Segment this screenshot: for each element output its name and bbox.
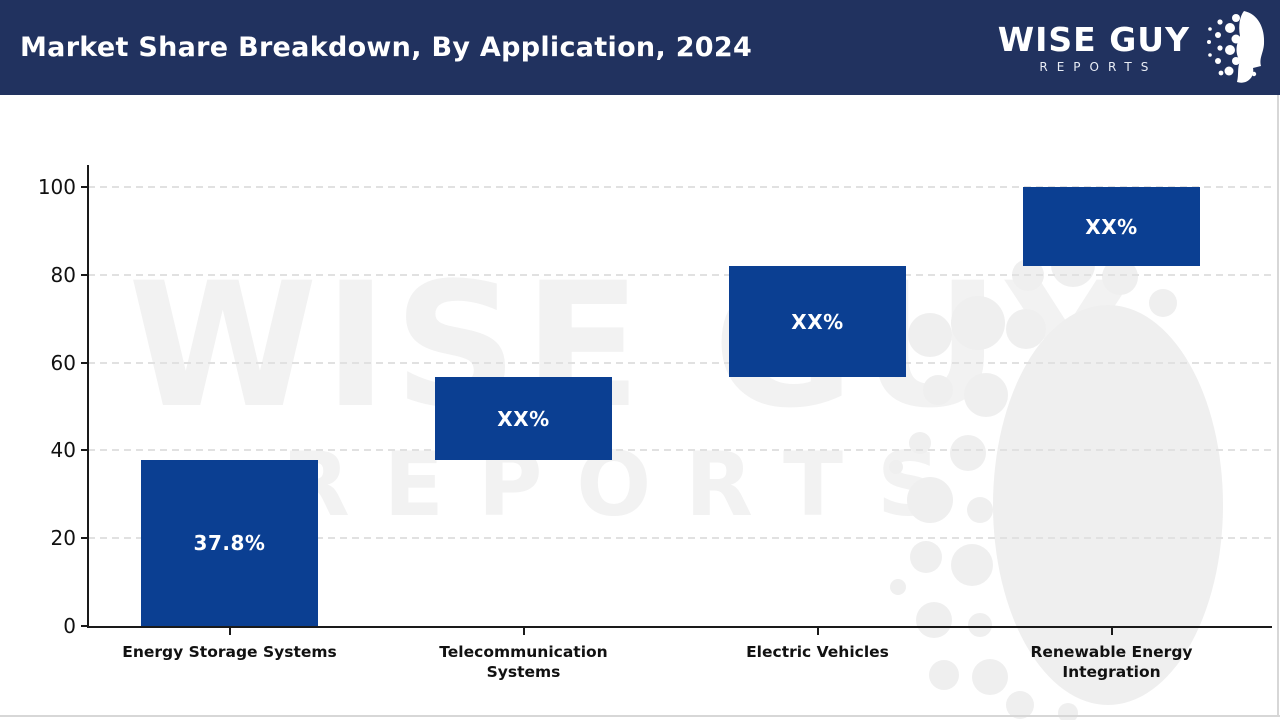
bar-value-label: XX% xyxy=(497,406,550,431)
x-axis-tick xyxy=(228,628,231,635)
wise-guy-reports-logo: WISE GUY REPORTS xyxy=(998,8,1266,88)
gridline xyxy=(88,186,1272,188)
bar-segment: XX% xyxy=(729,266,906,378)
gridline xyxy=(88,273,1272,276)
y-tick-label: 0 xyxy=(63,614,76,638)
x-axis-tick xyxy=(522,628,525,635)
y-tick-label: 20 xyxy=(50,526,76,551)
x-category-label: Energy Storage Systems xyxy=(122,643,337,661)
x-category-label: Electric Vehicles xyxy=(746,643,889,661)
x-category-label: Telecommunication Systems xyxy=(439,643,608,681)
y-axis-tick xyxy=(81,186,88,188)
gridline xyxy=(88,537,1272,540)
y-tick-label: 100 xyxy=(37,175,76,199)
y-axis-tick xyxy=(81,537,88,540)
logo-secondary-text: REPORTS xyxy=(1039,59,1158,74)
bar-value-label: XX% xyxy=(1085,214,1138,239)
bar-segment: XX% xyxy=(435,377,612,461)
figure-bottom-border xyxy=(0,715,1280,717)
page-title: Market Share Breakdown, By Application, … xyxy=(20,32,753,63)
x-axis-line xyxy=(87,626,1272,628)
y-axis-tick xyxy=(81,449,88,452)
y-axis-line xyxy=(87,165,89,628)
y-axis-tick xyxy=(81,273,88,276)
logo-head-icon xyxy=(1207,11,1265,83)
y-tick-label: 60 xyxy=(50,350,76,375)
gridline xyxy=(88,449,1272,452)
bar-value-label: XX% xyxy=(791,309,844,334)
x-category-label: Renewable Energy Integration xyxy=(1030,643,1193,681)
logo-primary-text: WISE GUY xyxy=(997,19,1190,59)
y-tick-label: 80 xyxy=(50,262,76,287)
gridline xyxy=(88,361,1272,364)
watermark-head-icon xyxy=(889,243,1223,720)
y-axis-tick xyxy=(81,361,88,364)
figure-right-border xyxy=(1277,95,1279,715)
x-axis-tick xyxy=(816,628,819,635)
report-header: Market Share Breakdown, By Application, … xyxy=(0,0,1280,95)
y-tick-label: 40 xyxy=(50,438,76,463)
logo-text: WISE GUY REPORTS xyxy=(997,19,1190,74)
x-axis-tick xyxy=(1110,628,1113,635)
y-axis-tick xyxy=(81,625,88,627)
bar-value-label: 37.8% xyxy=(193,531,266,556)
bar-segment: XX% xyxy=(1023,187,1200,267)
bar-segment: 37.8% xyxy=(141,460,318,626)
